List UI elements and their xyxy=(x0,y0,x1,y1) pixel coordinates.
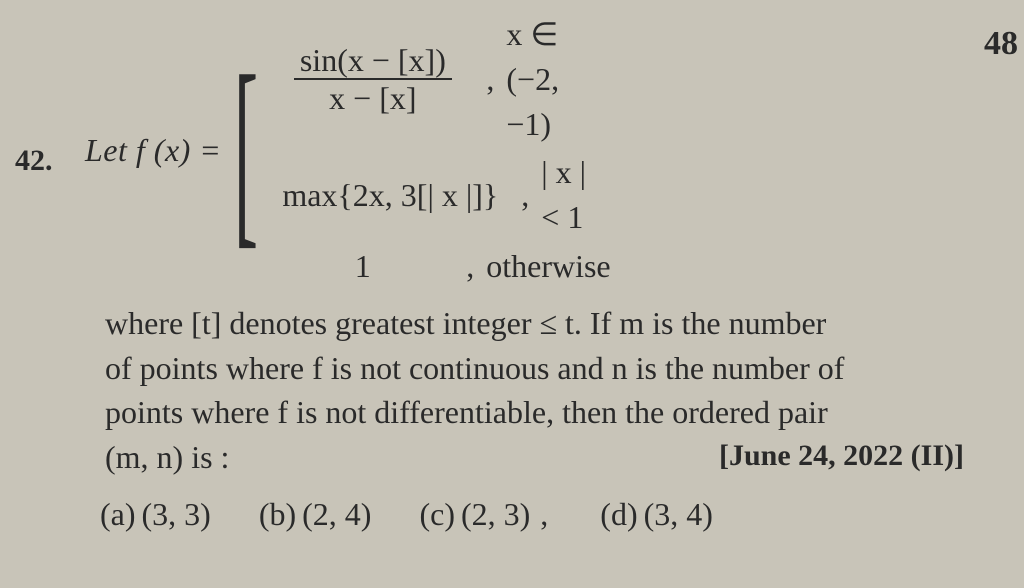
lhs-text: Let f (x) = xyxy=(85,128,221,173)
question-body: where [t] denotes greatest integer ≤ t. … xyxy=(105,301,964,480)
option-label: (d) xyxy=(600,492,637,537)
separator: , xyxy=(462,244,478,289)
option-label: (a) xyxy=(100,492,136,537)
numerator: sin(x − [x]) xyxy=(294,44,452,80)
option-a[interactable]: (a) (3, 3) xyxy=(100,492,211,537)
body-line-4: (m, n) is : [June 24, 2022 (II)] xyxy=(105,435,964,480)
denominator: x − [x] xyxy=(323,80,422,114)
case-3: 1 , otherwise xyxy=(263,244,610,289)
option-b[interactable]: (b) (2, 4) xyxy=(259,492,372,537)
case-3-expression: 1 xyxy=(263,244,462,289)
separator: , xyxy=(482,57,498,102)
case-2: max{2x, 3[| x |]} , | x | < 1 xyxy=(263,150,610,240)
option-c[interactable]: (c) (2, 3) , xyxy=(419,492,552,537)
option-value: (2, 4) xyxy=(302,492,371,537)
question-number: 42. xyxy=(15,140,53,182)
fraction: sin(x − [x]) x − [x] xyxy=(294,44,452,114)
case-2-condition: | x | < 1 xyxy=(541,150,610,240)
exam-tag: [June 24, 2022 (II)] xyxy=(719,435,964,477)
case-1: sin(x − [x]) x − [x] , x ∈ (−2, −1) xyxy=(263,12,610,146)
case-1-condition: x ∈ (−2, −1) xyxy=(506,12,610,146)
function-definition: Let f (x) = [ sin(x − [x]) x − [x] , x ∈… xyxy=(85,10,1004,291)
question-page: 48 42. Let f (x) = [ sin(x − [x]) x − [x… xyxy=(0,0,1024,547)
case-3-condition: otherwise xyxy=(486,244,610,289)
option-label: (c) xyxy=(419,492,455,537)
body-line-1: where [t] denotes greatest integer ≤ t. … xyxy=(105,301,964,346)
answer-prompt: (m, n) is : xyxy=(105,439,229,475)
piecewise-cases: sin(x − [x]) x − [x] , x ∈ (−2, −1) max{… xyxy=(263,10,610,291)
page-number-partial: 48 xyxy=(984,20,1018,68)
option-value: (3, 3) xyxy=(142,492,211,537)
option-d[interactable]: (d) (3, 4) xyxy=(600,492,713,537)
answer-options: (a) (3, 3) (b) (2, 4) (c) (2, 3) , (d) (… xyxy=(100,492,1004,537)
piecewise-bracket: [ xyxy=(234,45,258,255)
separator: , xyxy=(517,173,533,218)
option-value: (3, 4) xyxy=(644,492,713,537)
body-line-3: points where f is not differentiable, th… xyxy=(105,390,964,435)
case-2-expression: max{2x, 3[| x |]} xyxy=(263,173,517,218)
option-label: (b) xyxy=(259,492,296,537)
case-1-expression: sin(x − [x]) x − [x] xyxy=(263,44,482,114)
stray-comma: , xyxy=(536,492,552,537)
body-line-2: of points where f is not continuous and … xyxy=(105,346,964,391)
option-value: (2, 3) xyxy=(461,492,530,537)
